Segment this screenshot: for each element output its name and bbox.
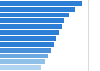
- Bar: [0, 54, 48, 58]
- Bar: [0, 30, 59, 35]
- Bar: [0, 48, 51, 53]
- Bar: [0, 18, 64, 23]
- Bar: [0, 65, 41, 70]
- Bar: [0, 59, 45, 64]
- Bar: [0, 42, 54, 47]
- Bar: [0, 7, 75, 12]
- Bar: [0, 13, 69, 17]
- Bar: [0, 24, 62, 29]
- Bar: [0, 1, 82, 6]
- Bar: [0, 36, 56, 41]
